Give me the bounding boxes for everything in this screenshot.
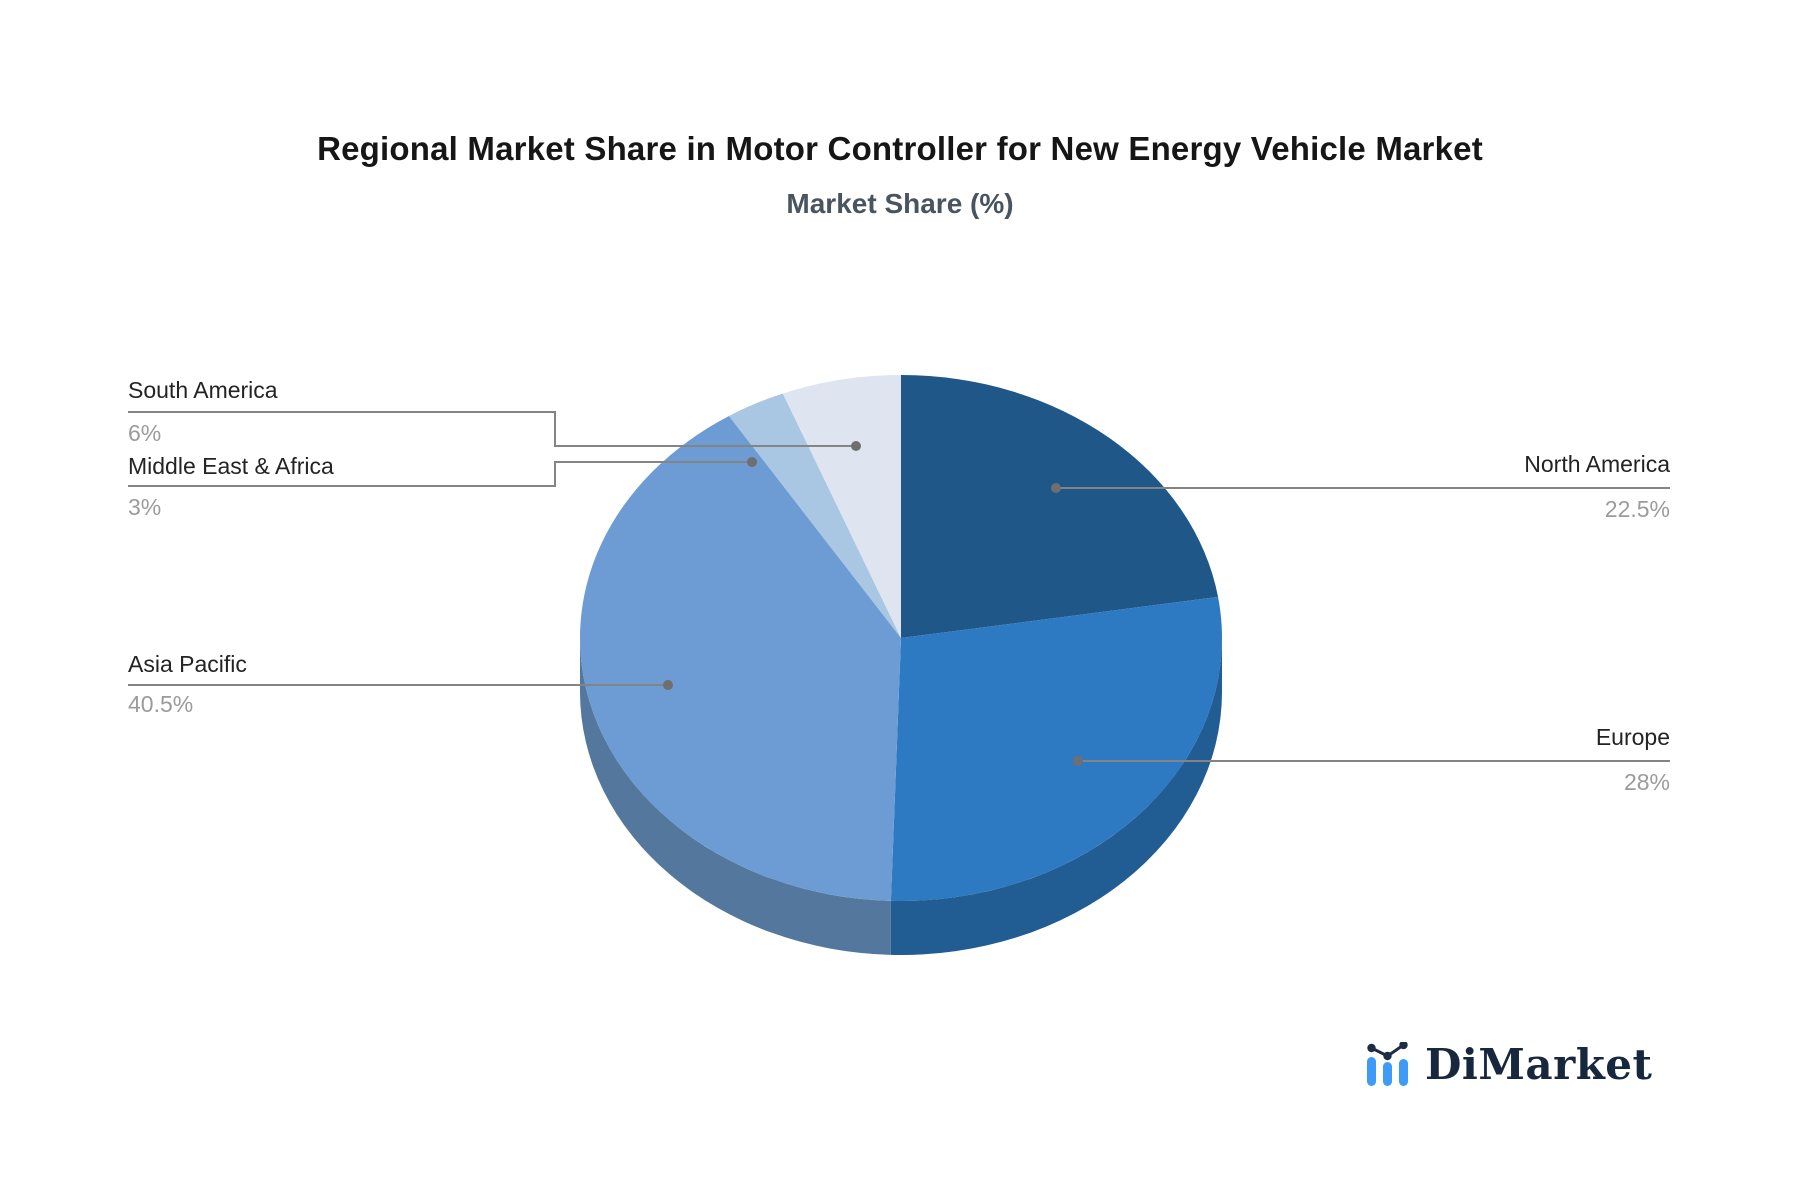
slice-label-asia-pacific: Asia Pacific [128, 651, 247, 677]
chart-title: Regional Market Share in Motor Controlle… [317, 130, 1483, 167]
bar-chart-logo-icon [1367, 1042, 1408, 1086]
leader-dot-north-america [1051, 483, 1061, 493]
leader-dot-europe [1073, 756, 1083, 766]
leader-line-middle-east-africa [128, 461, 752, 487]
pie-slice-north-america[interactable] [901, 375, 1219, 638]
chart-subtitle: Market Share (%) [786, 188, 1014, 219]
slice-value-south-america: 6% [128, 420, 162, 446]
pie-slice-side-asia-pacific [580, 638, 891, 955]
pie-slice-side-europe [890, 638, 1222, 955]
slice-value-middle-east-africa: 3% [128, 494, 162, 520]
slice-value-asia-pacific: 40.5% [128, 691, 194, 717]
slice-label-north-america: North America [1524, 451, 1670, 477]
slice-label-south-america: South America [128, 377, 278, 403]
pie-slice-asia-pacific[interactable] [579, 415, 901, 901]
brand-name: DiMarket [1425, 1040, 1653, 1089]
leader-dot-middle-east-africa [747, 457, 757, 467]
slice-value-europe: 28% [1623, 769, 1670, 795]
leader-line-south-america [128, 411, 856, 447]
pie-slice-middle-east-africa[interactable] [728, 393, 901, 638]
slice-value-north-america: 22.5% [1604, 496, 1670, 522]
pie-slice-south-america[interactable] [782, 375, 901, 638]
leader-dot-south-america [851, 441, 861, 451]
slice-label-europe: Europe [1595, 724, 1670, 750]
brand-logo: DiMarket [1366, 1042, 1652, 1086]
pie-slice-europe[interactable] [890, 596, 1223, 902]
leader-dot-asia-pacific [663, 680, 673, 690]
slice-label-middle-east-africa: Middle East & Africa [128, 453, 334, 479]
